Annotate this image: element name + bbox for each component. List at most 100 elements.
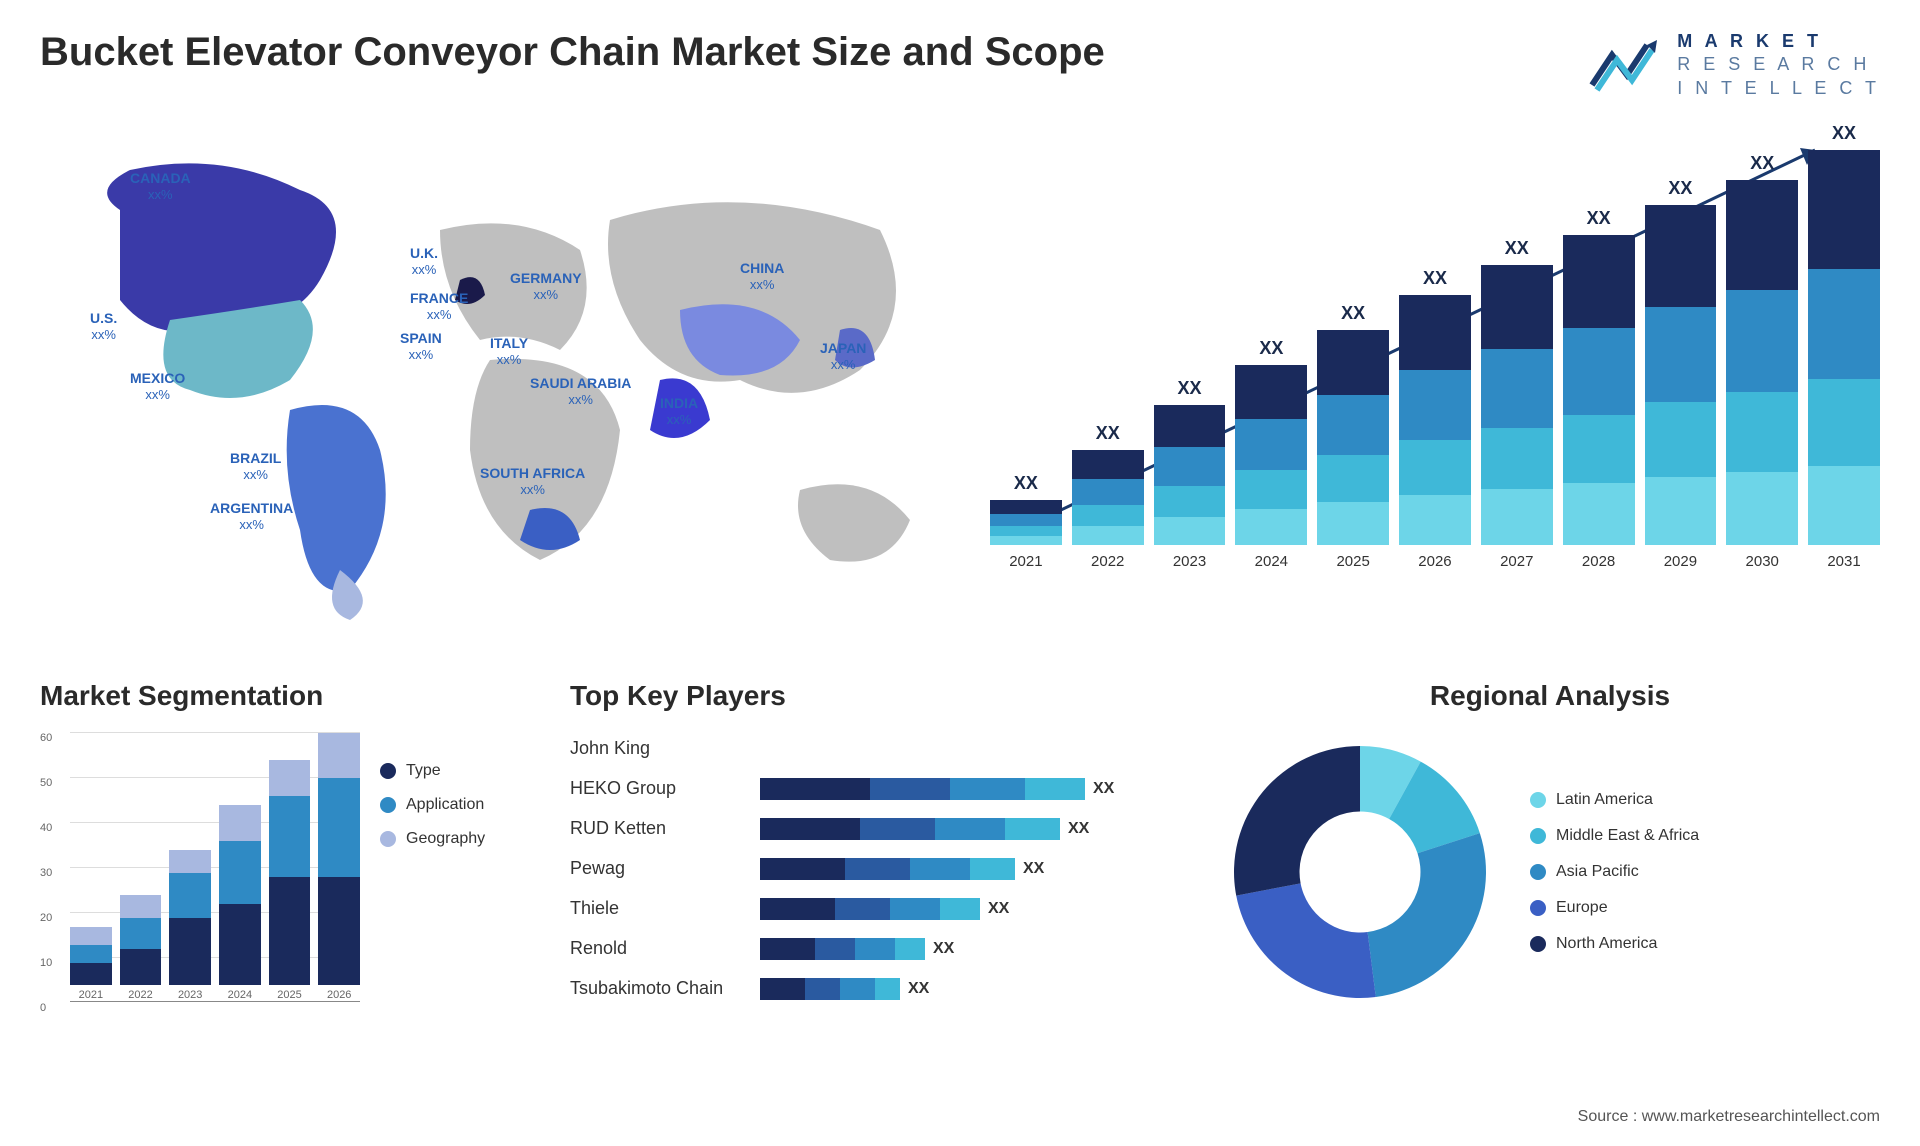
growth-bar-2024: XX2024	[1235, 338, 1307, 570]
player-bar-chart: XX XX XX XX XX XX	[760, 738, 1190, 1000]
seg-ytick: 0	[40, 1002, 46, 1014]
seg-year-label: 2023	[178, 989, 202, 1001]
growth-value-label: XX	[1832, 123, 1856, 144]
growth-bar-2031: XX2031	[1808, 123, 1880, 570]
player-value: XX	[988, 900, 1009, 918]
seg-ytick: 30	[40, 867, 52, 879]
growth-bar-2027: XX 2027	[1481, 238, 1553, 570]
source-attribution: Source : www.marketresearchintellect.com	[1578, 1108, 1880, 1126]
donut-slice-northamerica	[1234, 746, 1360, 896]
donut-slice-asiapacific	[1368, 833, 1486, 997]
page-title: Bucket Elevator Conveyor Chain Market Si…	[40, 30, 1105, 75]
player-bar-row	[760, 738, 1190, 760]
seg-bar-2022: 2022	[120, 895, 162, 1001]
regional-legend-item: Latin America	[1530, 791, 1699, 809]
growth-value-label: XX	[1178, 378, 1202, 399]
growth-bar-2022: XX2022	[1072, 423, 1144, 570]
map-label-canada: CANADAxx%	[130, 170, 191, 202]
player-bar-row: XX	[760, 858, 1190, 880]
growth-year-label: 2029	[1664, 553, 1697, 570]
map-label-china: CHINAxx%	[740, 260, 784, 292]
growth-year-label: 2027	[1500, 553, 1533, 570]
segmentation-legend: Type Application Geography	[380, 732, 485, 848]
growth-value-label: XX	[1750, 153, 1774, 174]
map-label-southafrica: SOUTH AFRICAxx%	[480, 465, 585, 497]
player-value: XX	[1068, 820, 1089, 838]
growth-value-label: XX	[1587, 208, 1611, 229]
seg-year-label: 2026	[327, 989, 351, 1001]
growth-value-label: XX	[1505, 238, 1529, 259]
player-bar-row: XX	[760, 938, 1190, 960]
regional-legend-item: North America	[1530, 935, 1699, 953]
players-panel: Top Key Players John KingHEKO GroupRUD K…	[570, 680, 1190, 1032]
world-map: CANADAxx% U.S.xx% MEXICOxx% BRAZILxx% ARGENT…	[40, 130, 960, 640]
player-bar-row: XX	[760, 978, 1190, 1000]
seg-ytick: 50	[40, 777, 52, 789]
map-label-spain: SPAINxx%	[400, 330, 442, 362]
growth-bar-2023: XX 2023	[1154, 378, 1226, 570]
seg-ytick: 60	[40, 732, 52, 744]
growth-year-label: 2021	[1009, 553, 1042, 570]
players-title: Top Key Players	[570, 680, 1190, 712]
growth-value-label: XX	[1014, 473, 1038, 494]
seg-year-label: 2022	[128, 989, 152, 1001]
growth-year-label: 2023	[1173, 553, 1206, 570]
logo-icon	[1587, 35, 1667, 95]
map-label-argentina: ARGENTINAxx%	[210, 500, 293, 532]
growth-year-label: 2030	[1746, 553, 1779, 570]
map-label-saudiarabia: SAUDI ARABIAxx%	[530, 375, 631, 407]
regional-legend: Latin America Middle East & Africa Asia Pa…	[1530, 791, 1699, 953]
regional-title: Regional Analysis	[1220, 680, 1880, 712]
seg-ytick: 20	[40, 912, 52, 924]
regional-panel: Regional Analysis Latin America Middle Ea…	[1220, 680, 1880, 1032]
player-value: XX	[933, 940, 954, 958]
donut-slice-europe	[1236, 884, 1376, 999]
growth-bar-2030: XX 2030	[1726, 153, 1798, 570]
seg-bar-2024: 2024	[219, 805, 261, 1001]
map-label-france: FRANCExx%	[410, 290, 468, 322]
seg-bar-2023: 2023	[169, 850, 211, 1001]
player-bar-row: XX	[760, 818, 1190, 840]
player-bar-row: XX	[760, 898, 1190, 920]
brand-logo: M A R K E T R E S E A R C H I N T E L L …	[1587, 30, 1880, 100]
player-value: XX	[908, 980, 929, 998]
map-label-us: U.S.xx%	[90, 310, 117, 342]
seg-ytick: 40	[40, 822, 52, 834]
growth-value-label: XX	[1668, 178, 1692, 199]
player-name: RUD Ketten	[570, 818, 750, 840]
growth-bar-2025: XX 2025	[1317, 303, 1389, 570]
player-bar-row: XX	[760, 778, 1190, 800]
regional-legend-item: Asia Pacific	[1530, 863, 1699, 881]
player-name-list: John KingHEKO GroupRUD KettenPewagThiele…	[570, 738, 750, 1000]
map-label-japan: JAPANxx%	[820, 340, 866, 372]
segmentation-title: Market Segmentation	[40, 680, 540, 712]
regional-legend-item: Middle East & Africa	[1530, 827, 1699, 845]
seg-bar-2021: 2021	[70, 927, 112, 1002]
growth-bar-2021: XX 2021	[990, 473, 1062, 570]
logo-line-2: R E S E A R C H	[1677, 53, 1880, 76]
regional-legend-item: Europe	[1530, 899, 1699, 917]
growth-value-label: XX	[1341, 303, 1365, 324]
map-label-uk: U.K.xx%	[410, 245, 438, 277]
segmentation-chart: 0102030405060 202120222023202420252026	[40, 732, 360, 1032]
seg-year-label: 2024	[228, 989, 252, 1001]
growth-value-label: XX	[1259, 338, 1283, 359]
map-label-brazil: BRAZILxx%	[230, 450, 281, 482]
regional-donut-chart	[1220, 732, 1500, 1012]
seg-legend-item: Application	[380, 796, 485, 814]
segmentation-panel: Market Segmentation 0102030405060 202120…	[40, 680, 540, 1032]
map-label-mexico: MEXICOxx%	[130, 370, 185, 402]
map-label-germany: GERMANYxx%	[510, 270, 582, 302]
growth-year-label: 2026	[1418, 553, 1451, 570]
seg-legend-item: Geography	[380, 830, 485, 848]
growth-year-label: 2025	[1336, 553, 1369, 570]
seg-year-label: 2025	[277, 989, 301, 1001]
growth-value-label: XX	[1096, 423, 1120, 444]
player-name: Thiele	[570, 898, 750, 920]
player-value: XX	[1093, 780, 1114, 798]
growth-bar-2029: XX 2029	[1645, 178, 1717, 570]
growth-bar-2028: XX2028	[1563, 208, 1635, 570]
map-label-india: INDIAxx%	[660, 395, 698, 427]
player-name: Renold	[570, 938, 750, 960]
seg-legend-item: Type	[380, 762, 485, 780]
